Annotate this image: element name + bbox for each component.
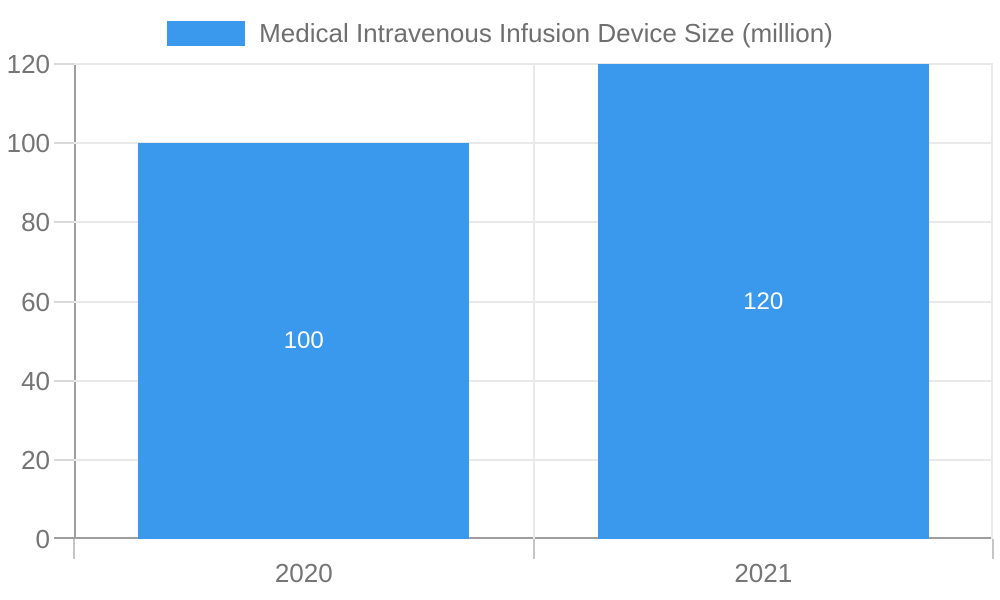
legend-series-label[interactable]: Medical Intravenous Infusion Device Size… — [259, 18, 833, 48]
y-axis-tick — [54, 221, 74, 224]
legend-swatch[interactable] — [167, 20, 246, 46]
x-tick-label-2020: 2020 — [274, 558, 333, 588]
y-tick-label: 60 — [21, 286, 50, 317]
chart-legend: Medical Intravenous Infusion Device Size… — [0, 18, 1000, 48]
y-tick-label: 20 — [21, 444, 50, 475]
y-axis-tick — [54, 142, 74, 145]
y-axis-tick — [54, 458, 74, 461]
y-tick-label: 40 — [21, 365, 50, 396]
x-axis-tick — [992, 539, 994, 559]
x-axis-line — [54, 537, 993, 539]
x-axis-tick — [73, 539, 75, 559]
x-axis-tick — [532, 539, 535, 559]
y-tick-label: 100 — [6, 128, 50, 159]
plot-right-border — [991, 64, 993, 539]
y-axis-tick — [54, 379, 74, 382]
y-tick-label: 120 — [6, 49, 50, 79]
y-tick-label: 0 — [35, 524, 50, 554]
y-axis-tick — [54, 300, 74, 303]
gridline-vertical — [532, 64, 535, 539]
bar-value-label: 100 — [283, 327, 324, 355]
plot-area: 100 120 — [54, 63, 994, 559]
y-tick-label: 80 — [21, 207, 50, 238]
y-axis-tick-labels: 0 20 40 60 80 100 120 — [0, 51, 50, 552]
x-axis-tick-labels: 2020 2021 — [74, 558, 993, 590]
x-tick-label-2021: 2021 — [734, 558, 793, 588]
y-axis-tick — [54, 63, 74, 65]
bar-2021[interactable]: 120 — [597, 64, 929, 539]
bar-2020[interactable]: 100 — [138, 143, 470, 539]
bar-value-label: 120 — [743, 287, 784, 315]
